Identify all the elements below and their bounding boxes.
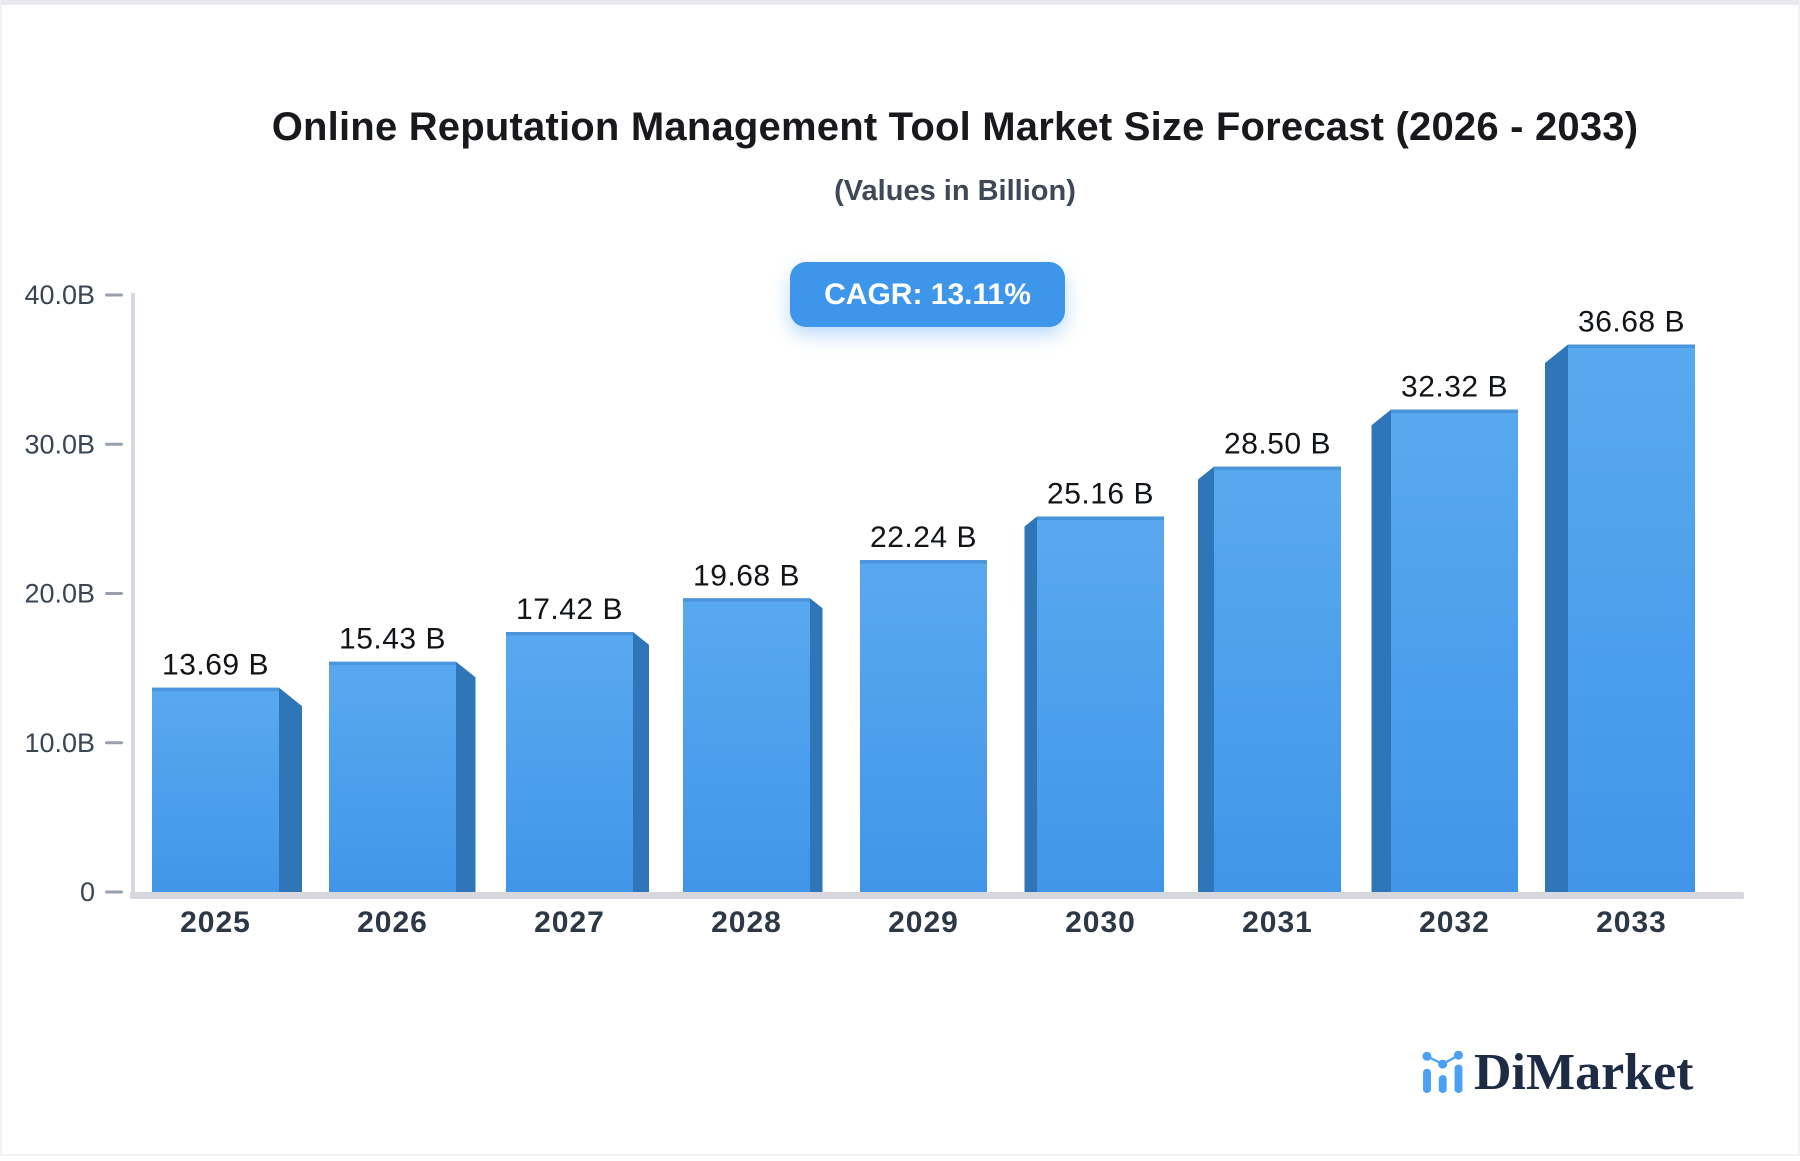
bar-top-edge (860, 560, 987, 564)
bar-2027 (506, 632, 633, 892)
bar-2033 (1568, 344, 1695, 892)
y-axis-tick (105, 592, 123, 595)
bar-value-label: 32.32 B (1401, 371, 1508, 404)
bar-side-face-2033 (1545, 344, 1568, 892)
bar-value-label: 17.42 B (516, 593, 623, 626)
bar-2025 (152, 687, 279, 892)
bar-value-label: 25.16 B (1047, 477, 1154, 510)
y-axis-tick-label: 30.0B (24, 429, 95, 459)
cagr-badge: CAGR: 13.11% (790, 262, 1065, 327)
bar-2032 (1391, 409, 1518, 892)
y-axis-tick-label: 10.0B (24, 728, 95, 758)
bar-top-edge (1037, 516, 1164, 520)
bar-2028 (683, 598, 810, 892)
y-axis-line (131, 293, 135, 896)
bar-top-edge (1568, 344, 1695, 349)
bar-top-edge (1391, 409, 1518, 414)
bar-value-label: 28.50 B (1224, 428, 1331, 461)
y-axis-tick-label: 40.0B (24, 280, 95, 310)
y-axis-tick-label: 20.0B (24, 579, 95, 609)
bar-top-edge (683, 598, 810, 602)
bar-2031 (1214, 466, 1341, 892)
chart-title: Online Reputation Management Tool Market… (271, 105, 1639, 149)
y-axis-tick (105, 442, 123, 446)
bar-2030 (1037, 516, 1164, 892)
bar-value-label: 19.68 B (693, 559, 800, 592)
x-axis-label-2032: 2032 (1419, 906, 1490, 939)
chart-subtitle: (Values in Billion) (834, 175, 1076, 207)
x-axis-line (130, 892, 1744, 899)
bar-side-face-2028 (810, 598, 823, 892)
y-axis-tick-label: 0 (80, 877, 95, 907)
bar-top-edge (329, 661, 456, 666)
bar-value-label: 36.68 B (1578, 306, 1685, 339)
x-axis-label-2029: 2029 (888, 906, 959, 939)
bar-side-face-2027 (633, 632, 649, 892)
bar-value-label: 22.24 B (870, 521, 977, 554)
y-axis-tick (105, 890, 123, 894)
x-axis-label-2026: 2026 (357, 906, 428, 939)
cagr-badge-label: CAGR: 13.11% (824, 277, 1031, 311)
bar-side-face-2026 (456, 661, 476, 892)
x-axis-label-2030: 2030 (1065, 906, 1136, 939)
y-axis-tick (105, 741, 123, 745)
bar-side-face-2030 (1024, 516, 1037, 892)
bar-chart: 0 10.0B 20.0B 30.0B 40.0B 13.69 B 2025 15.43 B 2… (24, 280, 1744, 939)
bar-value-label: 13.69 B (162, 649, 269, 682)
bar-2026 (329, 661, 456, 892)
bar-side-face-2025 (279, 687, 302, 892)
bar-top-edge (506, 632, 633, 636)
x-axis-label-2028: 2028 (711, 906, 782, 939)
bar-2029 (860, 560, 987, 892)
y-axis-tick (105, 293, 123, 297)
logo-text: DiMarket (1474, 1044, 1694, 1101)
dimarket-logo: DiMarket (1422, 1044, 1762, 1101)
bar-top-edge (152, 687, 279, 692)
x-axis-label-2031: 2031 (1242, 906, 1313, 939)
bar-top-edge (1214, 466, 1341, 471)
bar-value-label: 15.43 B (339, 623, 446, 656)
x-axis-label-2033: 2033 (1596, 906, 1667, 939)
x-axis-label-2027: 2027 (534, 906, 605, 939)
bar-side-face-2032 (1371, 409, 1391, 892)
bar-line-chart-icon (1422, 1051, 1463, 1093)
x-axis-label-2025: 2025 (180, 906, 251, 939)
bar-side-face-2031 (1198, 466, 1214, 892)
